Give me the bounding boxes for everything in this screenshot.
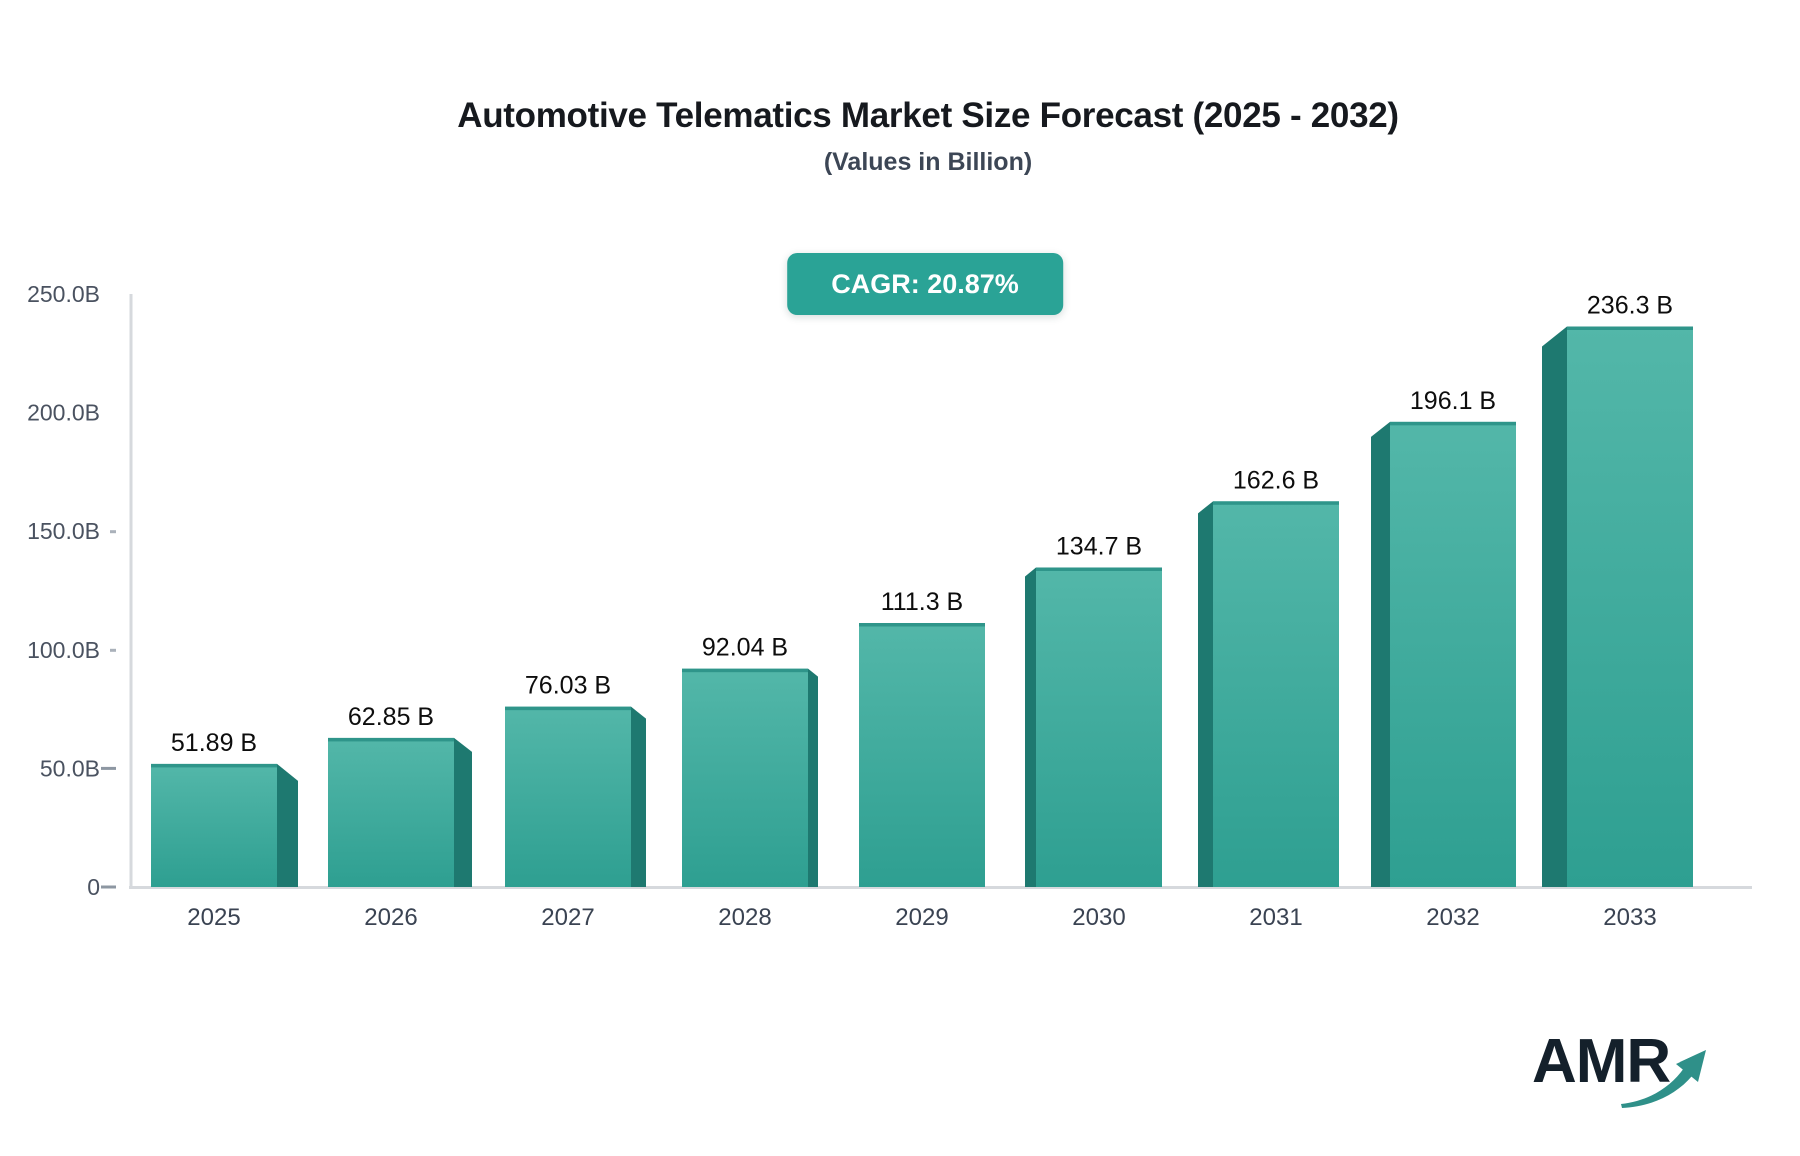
amr-logo: AMR [1532,1027,1712,1112]
bar-value-label: 162.6 B [1233,466,1319,494]
x-axis-tick-label: 2027 [541,904,594,931]
chart-title: Automotive Telematics Market Size Foreca… [457,96,1399,135]
y-axis-tick-mark [101,766,116,770]
bar-value-label: 236.3 B [1587,291,1673,319]
bar-2026 [328,737,454,887]
bar-value-label: 51.89 B [171,729,257,757]
bar-value-label: 76.03 B [525,672,611,700]
bar-side-face [277,763,298,887]
x-axis-tick-label: 2029 [895,904,948,931]
bar-2033 [1567,326,1693,887]
bar-value-label: 111.3 B [881,588,963,616]
bar-top-edge [328,737,454,742]
bar-top-edge [859,622,985,627]
bar-top-edge [1567,326,1693,330]
y-axis-tick-label: 50.0B [40,755,100,781]
y-axis-tick-label: 100.0B [27,637,100,663]
bar-2031 [1213,501,1339,887]
bar-top-edge [682,668,808,673]
bar-top-edge [1390,421,1516,426]
bar-side-face [631,706,646,887]
x-axis-tick-label: 2028 [718,904,771,931]
y-axis-tick-label: 150.0B [27,518,100,544]
bar-2025 [151,763,277,887]
y-axis-line [129,294,133,888]
y-axis-tick-mark [110,648,116,652]
bar-value-label: 62.85 B [348,703,434,731]
x-axis-tick-label: 2025 [187,904,240,931]
bar-side-face [454,737,472,887]
bar-value-label: 196.1 B [1410,387,1496,415]
y-axis-tick-mark [110,530,116,534]
bar-2032 [1390,421,1516,887]
bar-top-edge [1213,501,1339,505]
x-axis-tick-label: 2026 [364,904,417,931]
x-axis-tick-label: 2033 [1603,904,1656,931]
x-axis-tick-label: 2030 [1072,904,1125,931]
x-axis-tick-label: 2032 [1426,904,1479,931]
bar-side-face [1025,567,1036,887]
bar-2030 [1036,567,1162,887]
x-axis-tick-label: 2031 [1249,904,1302,931]
growth-arrow-icon [1621,1050,1706,1108]
y-axis-tick-mark [101,885,116,889]
bar-side-face [1198,501,1213,887]
bar-2028 [682,668,808,887]
bar-value-label: 134.7 B [1056,532,1142,560]
bar-side-face [1371,421,1390,887]
bar-2027 [505,706,631,887]
bar-top-edge [151,763,277,768]
amr-logo-text: AMR [1532,1027,1671,1096]
y-axis-tick-label: 0 [87,874,100,900]
y-axis-tick-label: 250.0B [27,281,100,307]
y-axis-tick-label: 200.0B [27,400,100,426]
bar-side-face [1542,326,1567,887]
bar-2029 [859,622,985,887]
bar-side-face [808,668,818,887]
cagr-badge: CAGR: 20.87% [787,253,1063,315]
chart-subtitle: (Values in Billion) [823,148,1033,176]
bar-top-edge [505,706,631,711]
bar-value-label: 92.04 B [702,634,788,662]
x-axis-line [129,886,1752,889]
bar-top-edge [1036,567,1162,571]
